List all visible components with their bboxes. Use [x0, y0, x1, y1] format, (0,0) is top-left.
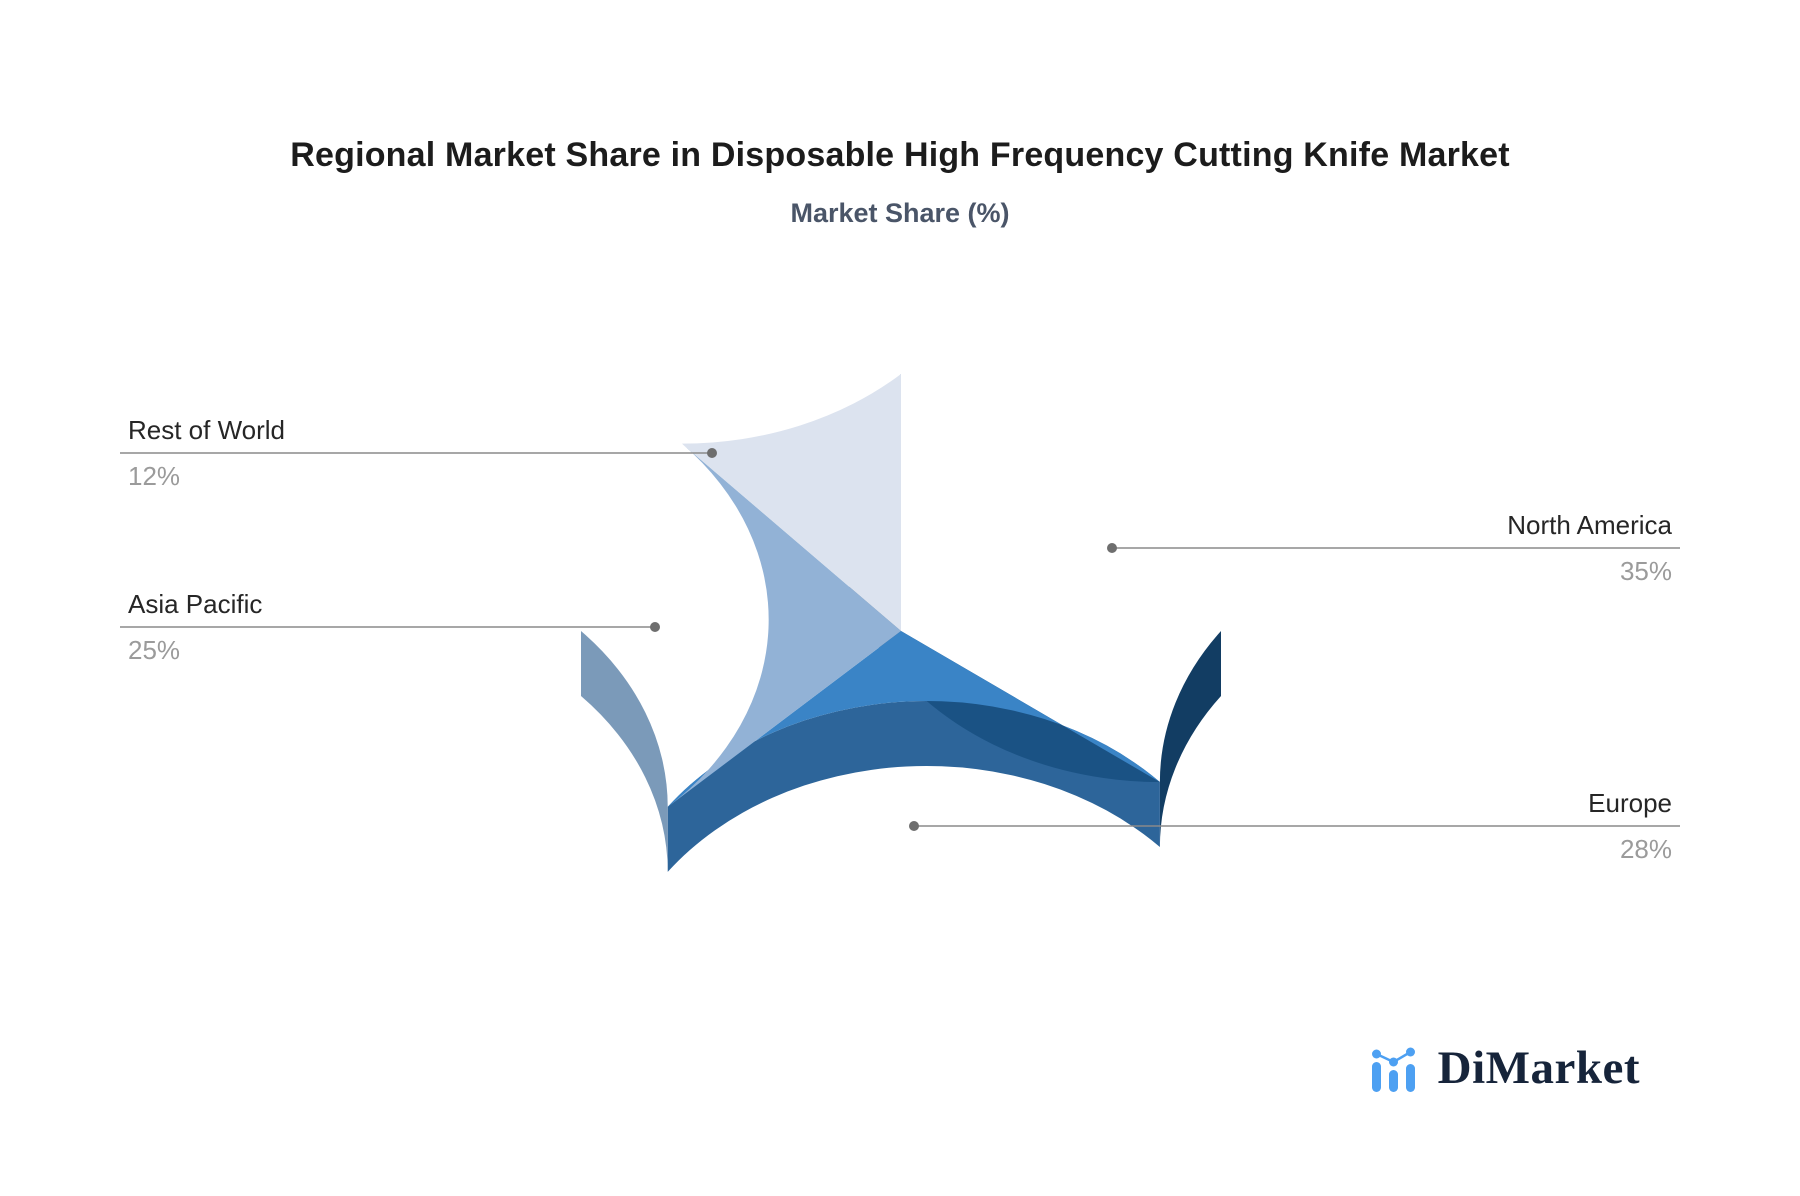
- pie-slice-side-north-america: [1159, 631, 1221, 848]
- slice-value-asia-pacific: 25%: [128, 635, 181, 665]
- slice-value-north-america: 35%: [1619, 556, 1672, 586]
- pie-slice-asia-pacific[interactable]: [667, 443, 901, 807]
- callout-dot-europe: [909, 821, 919, 831]
- slice-value-europe: 28%: [1619, 834, 1672, 864]
- logo-chart-icon: [1371, 1047, 1415, 1092]
- slice-label-north-america: North America: [1507, 510, 1672, 540]
- slice-value-rest-of-world: 12%: [128, 461, 181, 491]
- slice-label-asia-pacific: Asia Pacific: [128, 589, 263, 619]
- pie-slice-europe[interactable]: [667, 631, 1160, 807]
- pie-slice-side-asia-pacific: [581, 631, 668, 872]
- pie-slice-rest-of-world[interactable]: [681, 374, 901, 631]
- chart-title: Regional Market Share in Disposable High…: [290, 136, 1510, 174]
- callout-dot-asia-pacific: [650, 622, 660, 632]
- chart-subtitle: Market Share (%): [790, 198, 1010, 228]
- slice-label-rest-of-world: Rest of World: [128, 415, 286, 445]
- logo-text: DiMarket: [1437, 1042, 1640, 1094]
- callout-dot-rest-of-world: [707, 448, 717, 458]
- brand-logo: DiMarket: [1368, 1040, 1640, 1096]
- callout-dot-north-america: [1107, 543, 1117, 553]
- slice-label-europe: Europe: [1588, 788, 1672, 818]
